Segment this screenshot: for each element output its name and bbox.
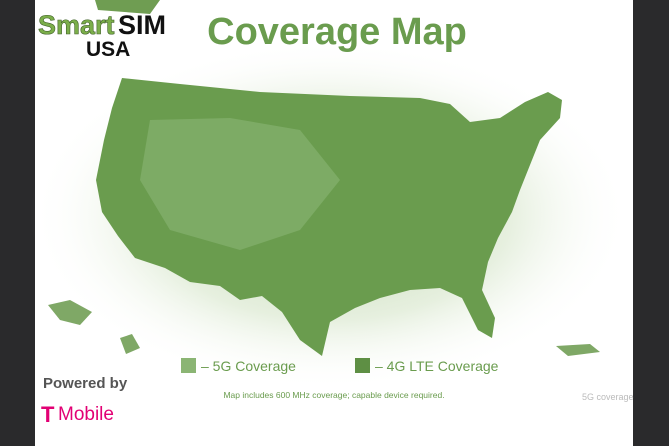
powered-by: Powered by [43, 375, 128, 392]
logo-sim: SIM [118, 10, 166, 40]
logo-usa: USA [86, 38, 130, 61]
logo-smart: Smart [38, 10, 115, 40]
brand-t: T [41, 402, 55, 427]
puerto-rico [556, 344, 600, 356]
brand-mobile: Mobile [58, 404, 114, 425]
alaska [48, 300, 92, 325]
legend-label: – 4G LTE Coverage [375, 358, 499, 374]
logo-tab [95, 0, 160, 14]
watermark: 5G coverage [582, 392, 634, 402]
legend-swatch-5g [181, 358, 196, 373]
note: Map includes 600 MHz coverage; capable d… [223, 390, 444, 400]
legend-swatch-4g [355, 358, 370, 373]
hawaii [120, 334, 140, 354]
map-5g-area [140, 118, 340, 250]
legend-label: – 5G Coverage [201, 358, 296, 374]
title: Coverage Map [207, 11, 467, 53]
